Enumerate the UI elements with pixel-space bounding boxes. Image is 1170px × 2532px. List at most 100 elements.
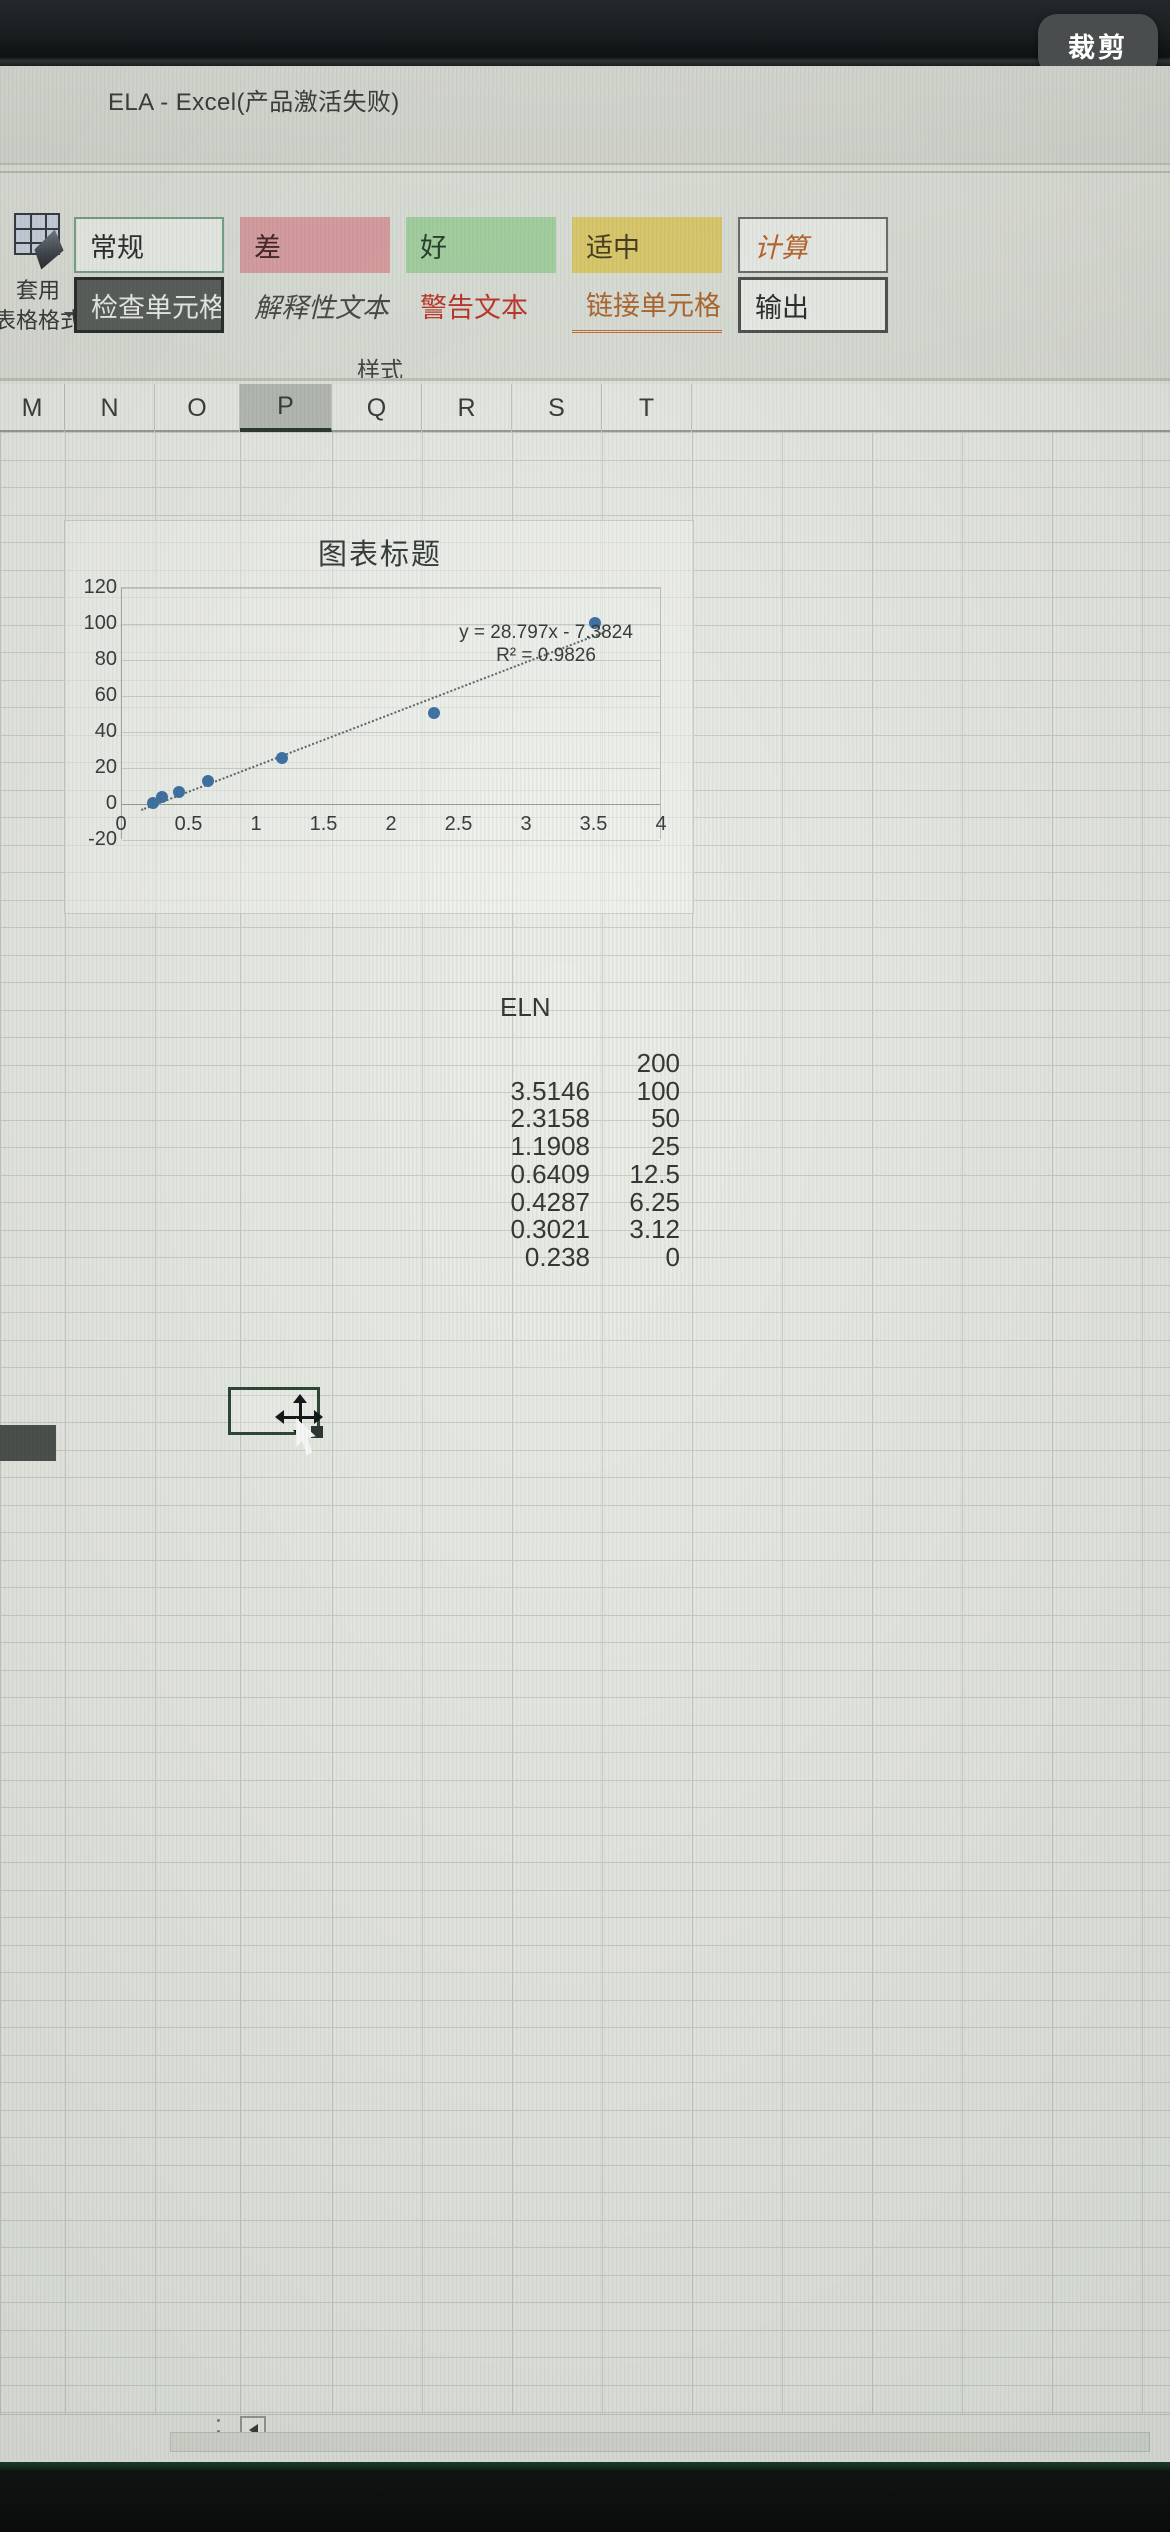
gridline-vertical (65, 432, 66, 2466)
gridline-horizontal (0, 1422, 1170, 1423)
chart-x-tick-label: 1.5 (309, 813, 338, 835)
column-header-t[interactable]: T (602, 384, 692, 432)
gridline-horizontal (0, 1614, 1170, 1616)
gridline-horizontal (0, 1642, 1170, 1643)
table-cell-y[interactable]: 100 (636, 1075, 680, 1106)
chart-gridline (122, 732, 660, 733)
chart-y-tick-label: 120 (83, 576, 117, 598)
gridline-horizontal (0, 1779, 1170, 1781)
table-cell-y[interactable]: 6.25 (629, 1186, 680, 1217)
gridline-horizontal (0, 2192, 1170, 2193)
table-cell-x[interactable]: 0.4287 (510, 1186, 590, 1217)
chart-gridline (122, 696, 660, 697)
chevron-down-icon[interactable] (64, 312, 74, 318)
chart-x-tick-label: 2 (385, 813, 397, 835)
style-output[interactable]: 输出 (738, 277, 888, 333)
column-header-p[interactable]: P (240, 384, 332, 432)
table-header-eln: ELN (500, 992, 551, 1022)
style-calculation[interactable]: 计算 (738, 217, 888, 273)
gridline-horizontal (0, 1504, 1170, 1506)
gridline-horizontal (0, 1257, 1170, 1258)
gridline-horizontal (0, 954, 1170, 956)
gridline-horizontal (0, 2054, 1170, 2056)
table-cell-x[interactable]: 0.6409 (510, 1158, 590, 1189)
gridline-horizontal (0, 2274, 1170, 2276)
crop-button[interactable]: 裁剪 (1038, 14, 1158, 76)
gridline-horizontal (0, 1147, 1170, 1148)
column-header-q[interactable]: Q (332, 384, 422, 432)
chart-y-tick-label: 40 (94, 720, 117, 742)
column-header-n[interactable]: N (65, 384, 155, 432)
style-bad[interactable]: 差 (240, 217, 390, 273)
gridline-horizontal (0, 1092, 1170, 1093)
chart-data-point[interactable] (427, 707, 440, 719)
gridline-vertical (240, 432, 241, 2466)
column-header-m[interactable]: M (0, 384, 65, 432)
gridline-horizontal (0, 927, 1170, 928)
gridline-horizontal (0, 1229, 1170, 1231)
chart-y-tick-label: 80 (94, 648, 117, 670)
gridline-horizontal (0, 1724, 1170, 1726)
gridline-horizontal (0, 2384, 1170, 2386)
table-cell-x[interactable]: 0.238 (524, 1241, 590, 1272)
horizontal-scrollbar[interactable] (170, 2432, 1150, 2452)
ribbon-styles-group: 套用 表格格式 常规 差 好 适中 计算 检查单元格 解释性文本 警告文本 链接… (0, 163, 1170, 383)
style-neutral[interactable]: 适中 (572, 217, 722, 273)
device-bezel-bottom (0, 2470, 1170, 2532)
gridline-horizontal (0, 514, 1170, 516)
table-cell-x[interactable]: 3.5146 (510, 1075, 590, 1106)
trendline-equation-label: y = 28.797x - 7.3824 (459, 622, 633, 643)
column-header-o[interactable]: O (155, 384, 240, 432)
table-cell-y[interactable]: 12.5 (629, 1158, 680, 1189)
trendline-r2-label: R² = 0.9826 (496, 645, 596, 666)
chart-data-point[interactable] (172, 785, 185, 798)
column-header-r[interactable]: R (422, 384, 512, 432)
style-good[interactable]: 好 (406, 217, 556, 273)
chart-object[interactable]: 图表标题 120 100 80 60 40 20 0 -20 0 0.5 1 1.5 2 2.5 3 3.5 4… (64, 520, 694, 914)
chart-y-tick-label: 100 (83, 612, 117, 634)
chart-x-tick-label: 0.5 (174, 813, 203, 835)
gridline-horizontal (0, 459, 1170, 461)
gridline-horizontal (0, 1037, 1170, 1038)
gridline-horizontal (0, 2412, 1170, 2413)
chart-data-point[interactable] (589, 617, 602, 629)
chart-data-point[interactable] (201, 774, 214, 787)
table-cell-y[interactable]: 50 (651, 1103, 680, 1134)
gridline-horizontal (0, 982, 1170, 983)
gridline-horizontal (0, 1972, 1170, 1973)
chart-data-point[interactable] (275, 752, 288, 764)
move-cursor-icon (275, 1394, 334, 1456)
cell-styles-row-2: 检查单元格 解释性文本 警告文本 链接单元格 输出 (74, 277, 1170, 335)
chart-gridline (122, 624, 660, 625)
gridline-horizontal (0, 2219, 1170, 2221)
table-cell-y[interactable]: 0 (665, 1241, 680, 1272)
style-check-cell[interactable]: 检查单元格 (74, 277, 224, 333)
row-header-stub (0, 1425, 56, 1461)
table-cell-y[interactable]: 3.12 (629, 1214, 680, 1245)
device-bezel-edge (0, 56, 1170, 68)
style-normal[interactable]: 常规 (74, 217, 224, 273)
format-as-table-button[interactable]: 套用 表格格式 (0, 211, 82, 341)
device-bezel-top (0, 0, 1170, 62)
style-warning-text[interactable]: 警告文本 (420, 292, 528, 323)
gridline-horizontal (0, 1834, 1170, 1836)
cell-styles-gallery: 常规 差 好 适中 计算 检查单元格 解释性文本 警告文本 链接单元格 输出 (74, 217, 1170, 347)
table-cell-x[interactable]: 1.1908 (510, 1131, 590, 1162)
table-cell-y[interactable]: 25 (651, 1131, 680, 1162)
chart-data-point[interactable] (155, 791, 168, 804)
chart-x-tick-label: 2.5 (444, 813, 473, 835)
gridline-vertical (602, 432, 603, 2466)
ribbon-top-divider (0, 171, 1170, 173)
table-cell-y[interactable]: 200 (636, 1048, 680, 1078)
table-cell-x[interactable]: 2.3158 (510, 1103, 590, 1134)
style-linked-cell[interactable]: 链接单元格 (572, 277, 722, 333)
gridline-horizontal (0, 2027, 1170, 2028)
column-header-s[interactable]: S (512, 384, 602, 432)
gridline-horizontal (0, 1284, 1170, 1286)
gridline-horizontal (0, 2164, 1170, 2166)
style-explanatory-text[interactable]: 解释性文本 (254, 292, 389, 323)
gridline-horizontal (0, 487, 1170, 488)
table-cell-x[interactable]: 0.3021 (510, 1214, 590, 1245)
gridline-horizontal (0, 1862, 1170, 1863)
gridline-horizontal (0, 1587, 1170, 1588)
